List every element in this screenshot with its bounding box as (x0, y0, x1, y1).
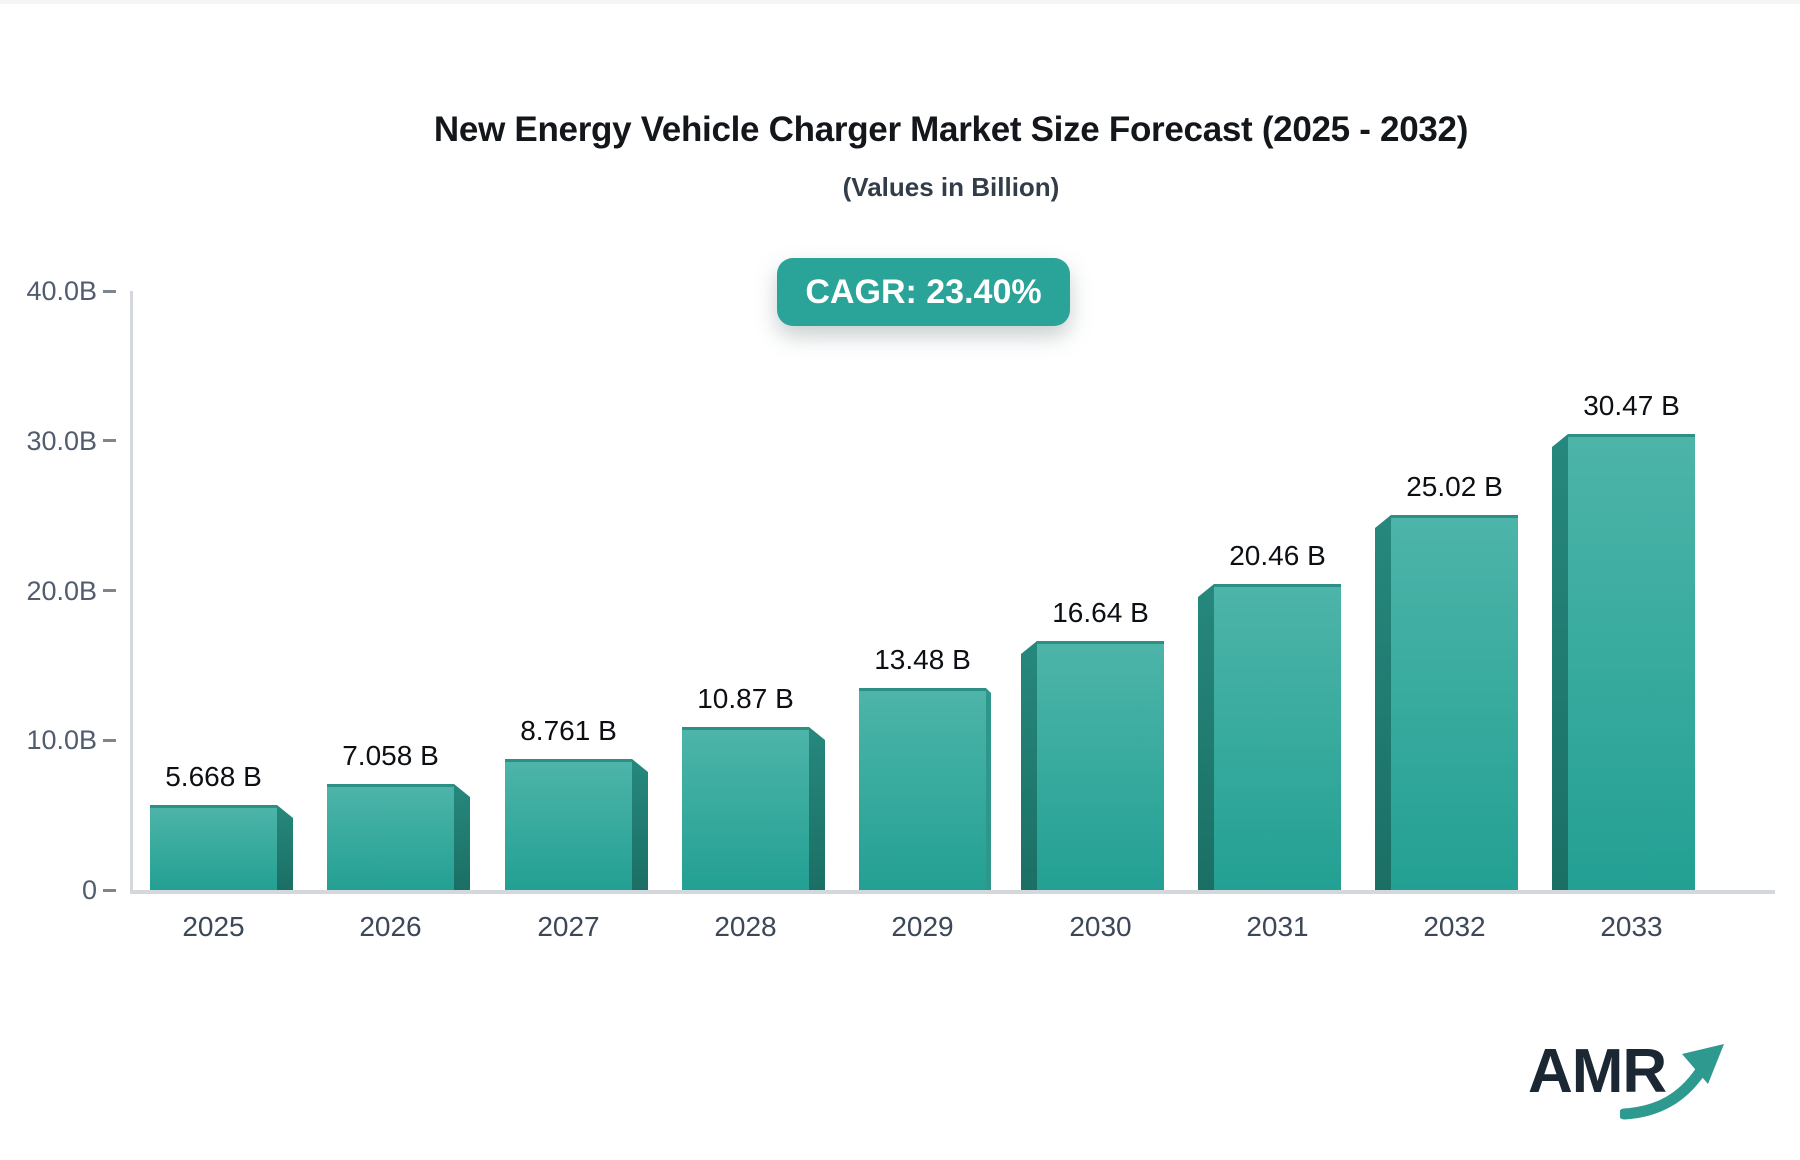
bar-side (277, 805, 293, 890)
x-axis-label: 2033 (1600, 911, 1663, 942)
bar-value-label: 25.02 B (1406, 471, 1503, 502)
bar-side (986, 688, 991, 890)
chart-subtitle: (Values in Billion) (842, 172, 1060, 202)
bar-face (1391, 515, 1518, 890)
bar-side (809, 727, 825, 890)
x-axis-label: 2027 (537, 911, 600, 942)
bar-value-label: 30.47 B (1583, 390, 1680, 421)
y-axis-tick (103, 888, 116, 892)
x-axis-label: 2029 (891, 911, 954, 942)
bar-face (505, 759, 632, 890)
y-axis-tick (103, 439, 116, 443)
bar-side (632, 759, 648, 890)
y-axis-tick (103, 738, 116, 742)
y-axis-tick (103, 589, 116, 592)
x-axis-label: 2028 (714, 911, 777, 942)
y-axis-label: 40.0B (26, 276, 97, 306)
bar-face (150, 805, 277, 890)
plot-area: 0 10.0B 20.0B 30.0B 40.0B 5.668 B 7.058 B 8.76… (26, 276, 1775, 942)
bar-value-label: 16.64 B (1052, 597, 1149, 628)
bar-value-label: 10.87 B (697, 683, 794, 714)
x-axis-label: 2031 (1246, 911, 1309, 942)
bar-face (327, 784, 454, 890)
bar-value-label: 13.48 B (874, 644, 971, 675)
cagr-badge: CAGR: 23.40% (777, 258, 1070, 326)
x-axis-label: 2025 (182, 911, 245, 942)
bar-face (1568, 434, 1695, 890)
growth-arrow-icon (1620, 1044, 1724, 1120)
bar-face (1037, 641, 1164, 890)
y-axis-label: 10.0B (26, 725, 97, 756)
chart-title: New Energy Vehicle Charger Market Size F… (433, 110, 1469, 149)
y-axis-label: 20.0B (26, 575, 97, 606)
bar-value-label: 8.761 B (520, 715, 617, 746)
x-axis-label: 2032 (1423, 911, 1486, 942)
bar-value-label: 5.668 B (165, 761, 262, 792)
amr-logo-text: AMR (1528, 1037, 1667, 1106)
x-axis-label: 2030 (1069, 911, 1132, 942)
bar-face (1214, 584, 1341, 890)
bar-face (682, 727, 809, 890)
bar-value-label: 20.46 B (1229, 540, 1326, 571)
bar-face (859, 688, 986, 890)
amr-logo: AMR (1528, 1036, 1728, 1128)
bar-side (1198, 584, 1214, 890)
y-axis-label: 30.0B (26, 425, 97, 456)
bar-side (454, 784, 470, 890)
x-axis-label: 2026 (359, 911, 422, 942)
y-axis-tick (103, 289, 116, 293)
bar-side (1021, 641, 1037, 890)
bar-value-label: 7.058 B (342, 740, 439, 771)
bar-side (1552, 434, 1568, 890)
bar-side (1375, 515, 1391, 890)
y-axis-label: 0 (81, 875, 97, 905)
